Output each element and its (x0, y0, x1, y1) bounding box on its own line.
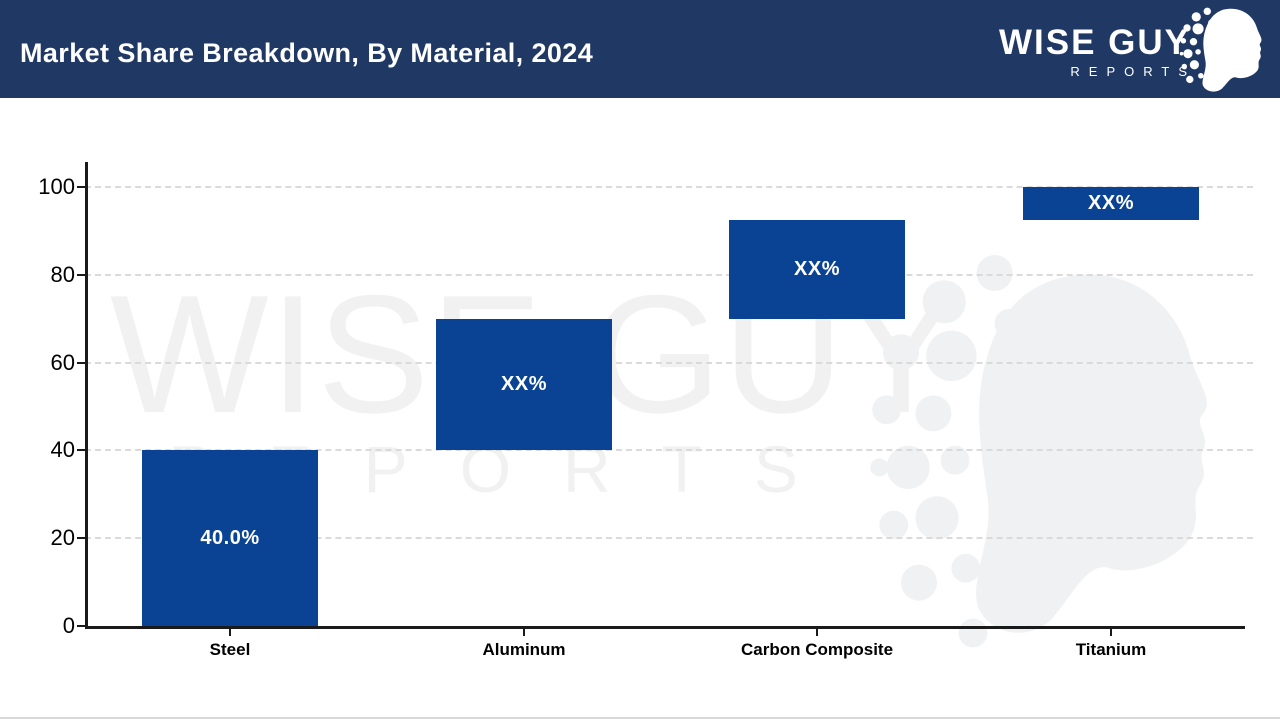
y-tick-label: 40 (50, 437, 75, 463)
y-tick-mark (77, 537, 85, 540)
grid-line (85, 537, 1253, 540)
x-tick-label: Steel (209, 640, 251, 659)
y-axis-line (85, 162, 88, 629)
y-tick-mark (77, 625, 85, 627)
logo-subtext: REPORTS (1070, 64, 1196, 79)
bar-value-label: XX% (1088, 191, 1134, 214)
bar: XX% (436, 318, 612, 451)
y-tick-mark (77, 273, 85, 276)
bar-value-label: XX% (794, 257, 840, 280)
page-title: Market Share Breakdown, By Material, 202… (20, 37, 594, 68)
y-tick-mark (77, 449, 85, 452)
y-tick-label: 20 (50, 525, 75, 551)
y-tick-label: 0 (62, 613, 75, 638)
grid-line (85, 449, 1253, 452)
y-tick-mark (77, 186, 85, 188)
bar: XX% (729, 219, 905, 319)
grid-line (85, 361, 1253, 364)
x-tick-label: Aluminum (482, 640, 566, 659)
footer-line (0, 717, 1280, 719)
y-tick-label: 60 (50, 349, 75, 375)
bar: XX% (1023, 187, 1199, 220)
bar: 40.0% (142, 450, 318, 626)
logo-wordmark: WISE GUY (998, 23, 1190, 62)
logo-face-icon (1179, 7, 1262, 92)
bar-value-label: 40.0% (200, 526, 260, 549)
x-tick-mark (229, 629, 231, 636)
brand-logo-text: WISE GUY REPORTS (999, 25, 1190, 79)
x-axis-line (85, 626, 1245, 629)
x-tick-label: Carbon Composite (740, 640, 894, 659)
x-tick-mark (523, 629, 525, 636)
brand-logo: WISE GUY REPORTS (999, 0, 1268, 98)
y-tick-mark (77, 361, 85, 364)
y-tick-label: 100 (38, 174, 75, 199)
header-bar: Market Share Breakdown, By Material, 202… (0, 0, 1280, 98)
x-tick-mark (816, 629, 818, 636)
bar-value-label: XX% (501, 373, 547, 396)
x-tick-label: Titanium (1075, 640, 1147, 659)
y-tick-label: 80 (50, 261, 75, 287)
grid-line (85, 273, 1253, 276)
x-tick-mark (1110, 629, 1112, 636)
grid-line (85, 186, 1253, 188)
